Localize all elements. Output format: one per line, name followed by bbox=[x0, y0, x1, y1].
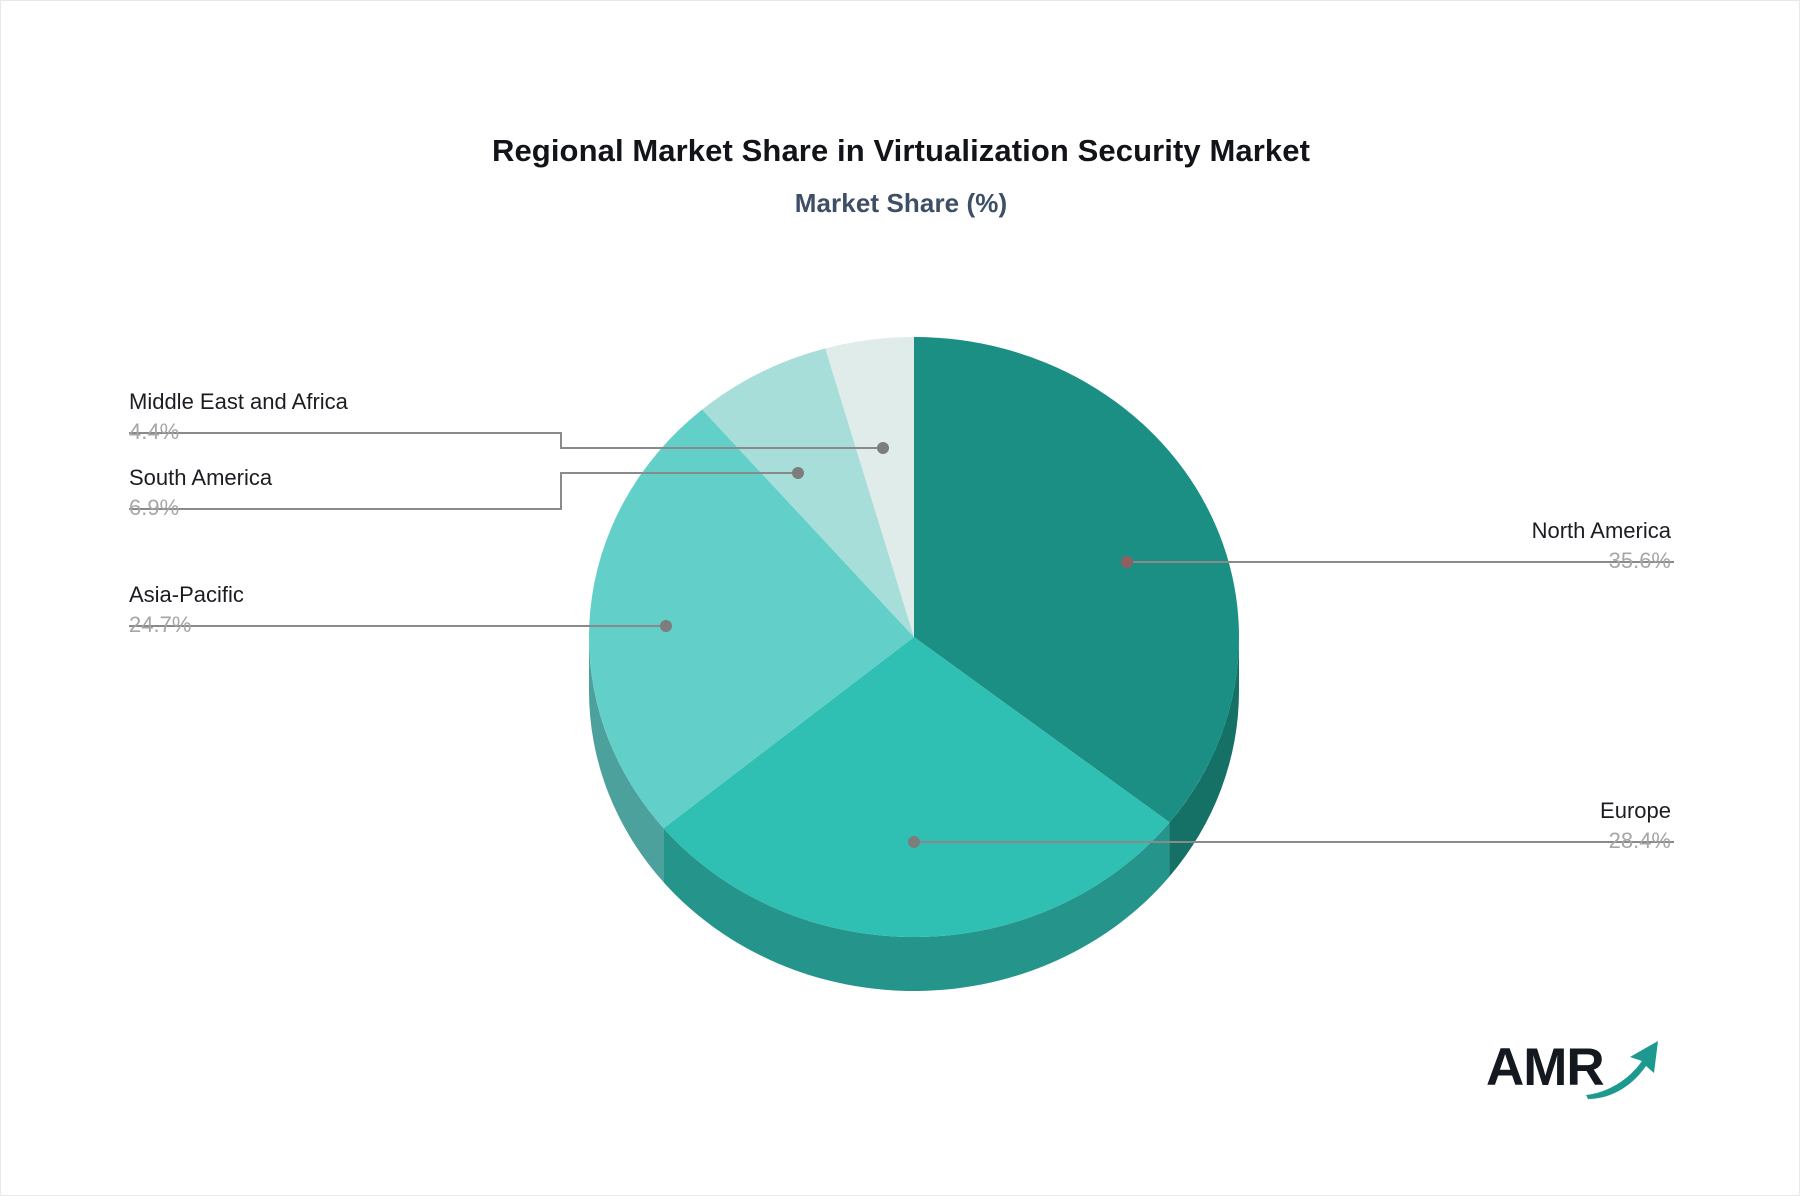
callout-middle-east-africa[interactable]: Middle East and Africa 4.4% bbox=[129, 387, 348, 447]
leader-dot-south-america bbox=[792, 467, 804, 479]
callout-label-europe: Europe bbox=[1600, 798, 1671, 823]
callout-value-asia-pacific: 24.7% bbox=[129, 612, 192, 637]
leader-dot-europe bbox=[908, 836, 920, 848]
pie-slices bbox=[589, 337, 1239, 937]
leader-line-south-america bbox=[129, 472, 798, 510]
amr-logo-text: AMR bbox=[1486, 1038, 1605, 1097]
amr-logo: AMR bbox=[1486, 1033, 1661, 1113]
callout-value-europe: 28.4% bbox=[1608, 828, 1671, 853]
leader-line-middle-east-africa bbox=[129, 432, 883, 449]
callout-asia-pacific[interactable]: Asia-Pacific 24.7% bbox=[129, 580, 244, 640]
pie-wall-asia-pacific bbox=[589, 637, 664, 883]
pie-slice-north-america[interactable] bbox=[914, 337, 1239, 823]
callout-label-middle-east-africa: Middle East and Africa bbox=[129, 389, 348, 414]
pie-slice-middle-east-and-africa[interactable] bbox=[825, 337, 914, 637]
callout-value-south-america: 6.9% bbox=[129, 495, 180, 520]
pie-slice-europe[interactable] bbox=[663, 637, 1170, 937]
callout-south-america[interactable]: South America 6.9% bbox=[129, 463, 272, 523]
leader-dot-north-america bbox=[1121, 556, 1133, 568]
pie-wall-north-america bbox=[1169, 637, 1239, 877]
leader-dot-asia-pacific bbox=[660, 620, 672, 632]
pie-depth-walls bbox=[589, 637, 1239, 991]
pie-slice-asia-pacific[interactable] bbox=[589, 409, 914, 829]
growth-arrow-icon bbox=[1586, 1041, 1658, 1099]
callout-label-asia-pacific: Asia-Pacific bbox=[129, 582, 244, 607]
pie-wall-europe bbox=[663, 822, 1170, 991]
chart-title: Regional Market Share in Virtualization … bbox=[491, 133, 1311, 168]
chart-subtitle: Market Share (%) bbox=[794, 188, 1008, 218]
callout-label-south-america: South America bbox=[129, 465, 273, 490]
callout-europe[interactable]: Europe 28.4% bbox=[1600, 796, 1671, 856]
callout-label-north-america: North America bbox=[1531, 518, 1671, 543]
pie-slice-south-america[interactable] bbox=[702, 348, 914, 637]
callout-north-america[interactable]: North America 35.6% bbox=[1532, 516, 1671, 576]
callout-value-middle-east-africa: 4.4% bbox=[129, 419, 180, 444]
callout-value-north-america: 35.6% bbox=[1608, 548, 1671, 573]
leader-dot-middle-east-africa bbox=[877, 442, 889, 454]
